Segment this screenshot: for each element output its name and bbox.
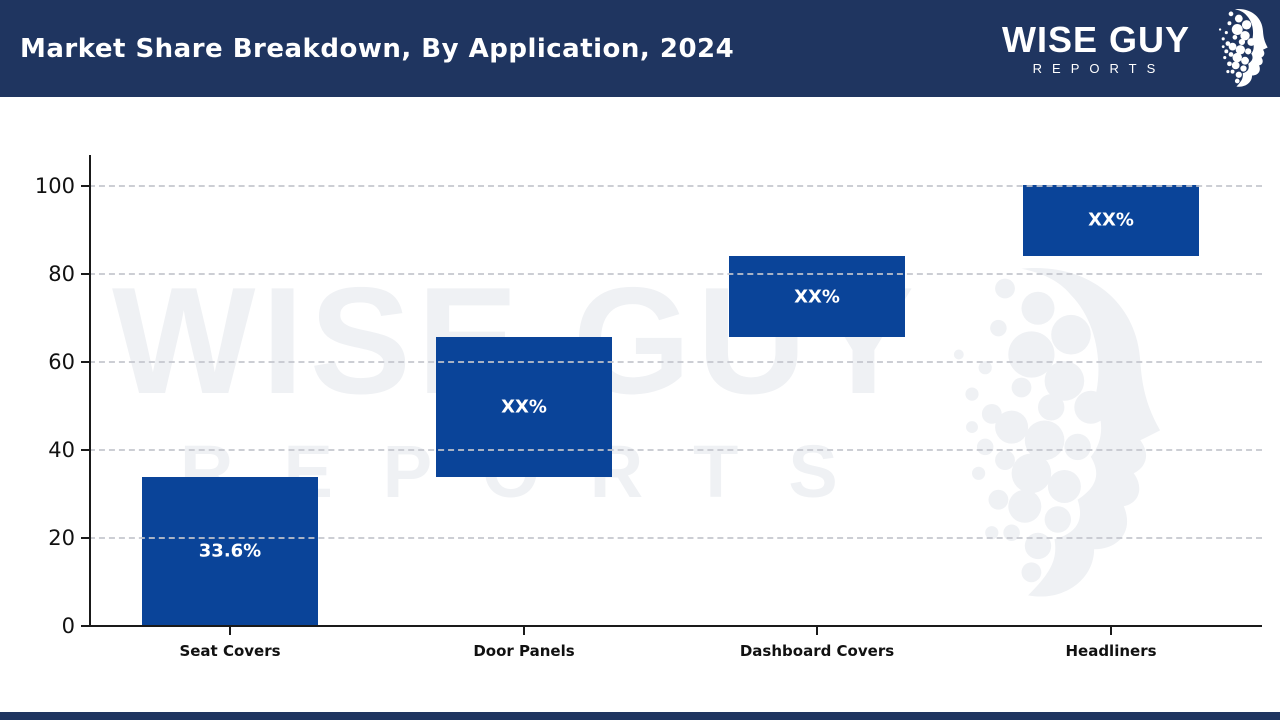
y-tick-20: [81, 537, 89, 539]
y-tick-label-100: 100: [34, 174, 75, 198]
category-label-door-panels: Door Panels: [473, 642, 575, 660]
bar-seat-covers: [142, 477, 318, 625]
y-tick-0: [81, 625, 89, 627]
y-axis-line: [89, 155, 91, 627]
y-tick-60: [81, 361, 89, 363]
y-tick-80: [81, 273, 89, 275]
x-tick-3: [816, 627, 818, 635]
y-tick-label-80: 80: [48, 262, 75, 286]
y-tick-40: [81, 449, 89, 451]
bar-value-label: XX%: [501, 396, 547, 418]
bar-dashboard-covers: [729, 255, 905, 338]
gridline-80: [89, 273, 1262, 275]
gridline-20: [89, 537, 1262, 539]
wise-guy-head-icon: [1218, 8, 1268, 87]
page-title: Market Share Breakdown, By Application, …: [20, 33, 735, 64]
bar-headliners: [1023, 185, 1199, 256]
y-tick-label-60: 60: [48, 350, 75, 374]
x-axis-line: [89, 625, 1262, 627]
x-tick-2: [523, 627, 525, 635]
header-bar: Market Share Breakdown, By Application, …: [0, 0, 1280, 97]
category-label-headliners: Headliners: [1065, 642, 1157, 660]
x-tick-4: [1110, 627, 1112, 635]
chart-area: WISE GUY REPORTS 33.6%XX%XX%XX%020406080…: [0, 97, 1280, 712]
brand-name: WISE GUY: [1001, 18, 1190, 60]
gridline-40: [89, 449, 1262, 451]
footer-bar: [0, 712, 1280, 720]
watermark-head-icon: [953, 267, 1161, 597]
bar-door-panels: [436, 337, 612, 478]
brand-logo-text: WISE GUY REPORTS: [1001, 18, 1190, 76]
category-label-seat-covers: Seat Covers: [179, 642, 281, 660]
y-tick-label-40: 40: [48, 438, 75, 462]
gridline-60: [89, 361, 1262, 363]
y-tick-100: [81, 185, 89, 187]
brand-subtitle: REPORTS: [1032, 60, 1166, 76]
brand-logo: WISE GUY REPORTS: [1002, 0, 1270, 97]
y-tick-label-0: 0: [61, 614, 75, 638]
bar-value-label: 33.6%: [198, 540, 262, 562]
y-tick-label-20: 20: [48, 526, 75, 550]
bar-value-label: XX%: [1088, 209, 1134, 231]
category-label-dashboard-covers: Dashboard Covers: [739, 642, 895, 660]
gridline-100: [89, 185, 1262, 187]
bar-value-label: XX%: [794, 286, 840, 308]
x-tick-1: [229, 627, 231, 635]
